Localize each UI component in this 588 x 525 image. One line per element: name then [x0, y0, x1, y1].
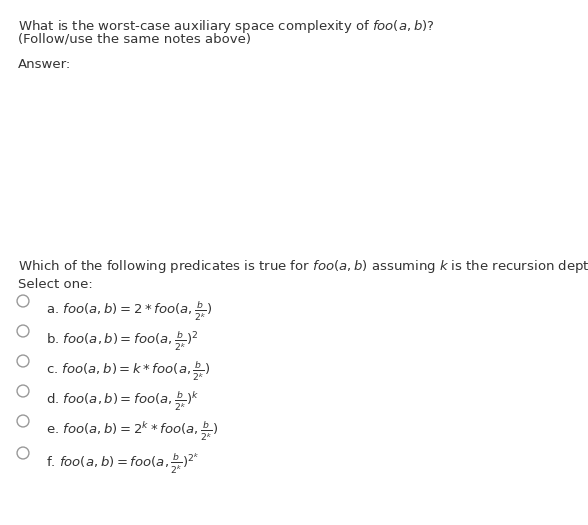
Text: What is the worst-case auxiliary space complexity of $\mathbf{\mathit{foo}}(a, b: What is the worst-case auxiliary space c… [18, 18, 435, 35]
Text: a. $\mathit{foo}(a, b) = 2 * \mathit{foo}(a, \frac{b}{2^k})$: a. $\mathit{foo}(a, b) = 2 * \mathit{foo… [46, 300, 212, 323]
Circle shape [17, 447, 29, 459]
Text: (Follow/use the same notes above): (Follow/use the same notes above) [18, 32, 251, 45]
Text: b. $\mathit{foo}(a, b) = \mathit{foo}(a, \frac{b}{2^k})^2$: b. $\mathit{foo}(a, b) = \mathit{foo}(a,… [46, 330, 198, 353]
Text: Answer:: Answer: [18, 58, 71, 71]
Circle shape [17, 325, 29, 337]
Circle shape [17, 295, 29, 307]
Text: d. $\mathit{foo}(a, b) = \mathit{foo}(a, \frac{b}{2^k})^k$: d. $\mathit{foo}(a, b) = \mathit{foo}(a,… [46, 390, 199, 414]
Text: Which of the following predicates is true for $\mathbf{\mathit{foo}}(a, b)$ assu: Which of the following predicates is tru… [18, 258, 588, 275]
Circle shape [17, 415, 29, 427]
Text: c. $\mathit{foo}(a, b) = k * \mathit{foo}(a, \frac{b}{2^k})$: c. $\mathit{foo}(a, b) = k * \mathit{foo… [46, 360, 211, 383]
Text: f. $\mathit{foo}(a, b) = \mathit{foo}(a, \frac{b}{2^k})^{2^k}$: f. $\mathit{foo}(a, b) = \mathit{foo}(a,… [46, 452, 200, 476]
Circle shape [17, 385, 29, 397]
Text: Display response: Display response [18, 107, 138, 120]
Text: e. $\mathit{foo}(a, b) = 2^k * \mathit{foo}(a, \frac{b}{2^k})$: e. $\mathit{foo}(a, b) = 2^k * \mathit{f… [46, 420, 218, 444]
Text: Select one:: Select one: [18, 278, 93, 291]
Circle shape [17, 355, 29, 367]
